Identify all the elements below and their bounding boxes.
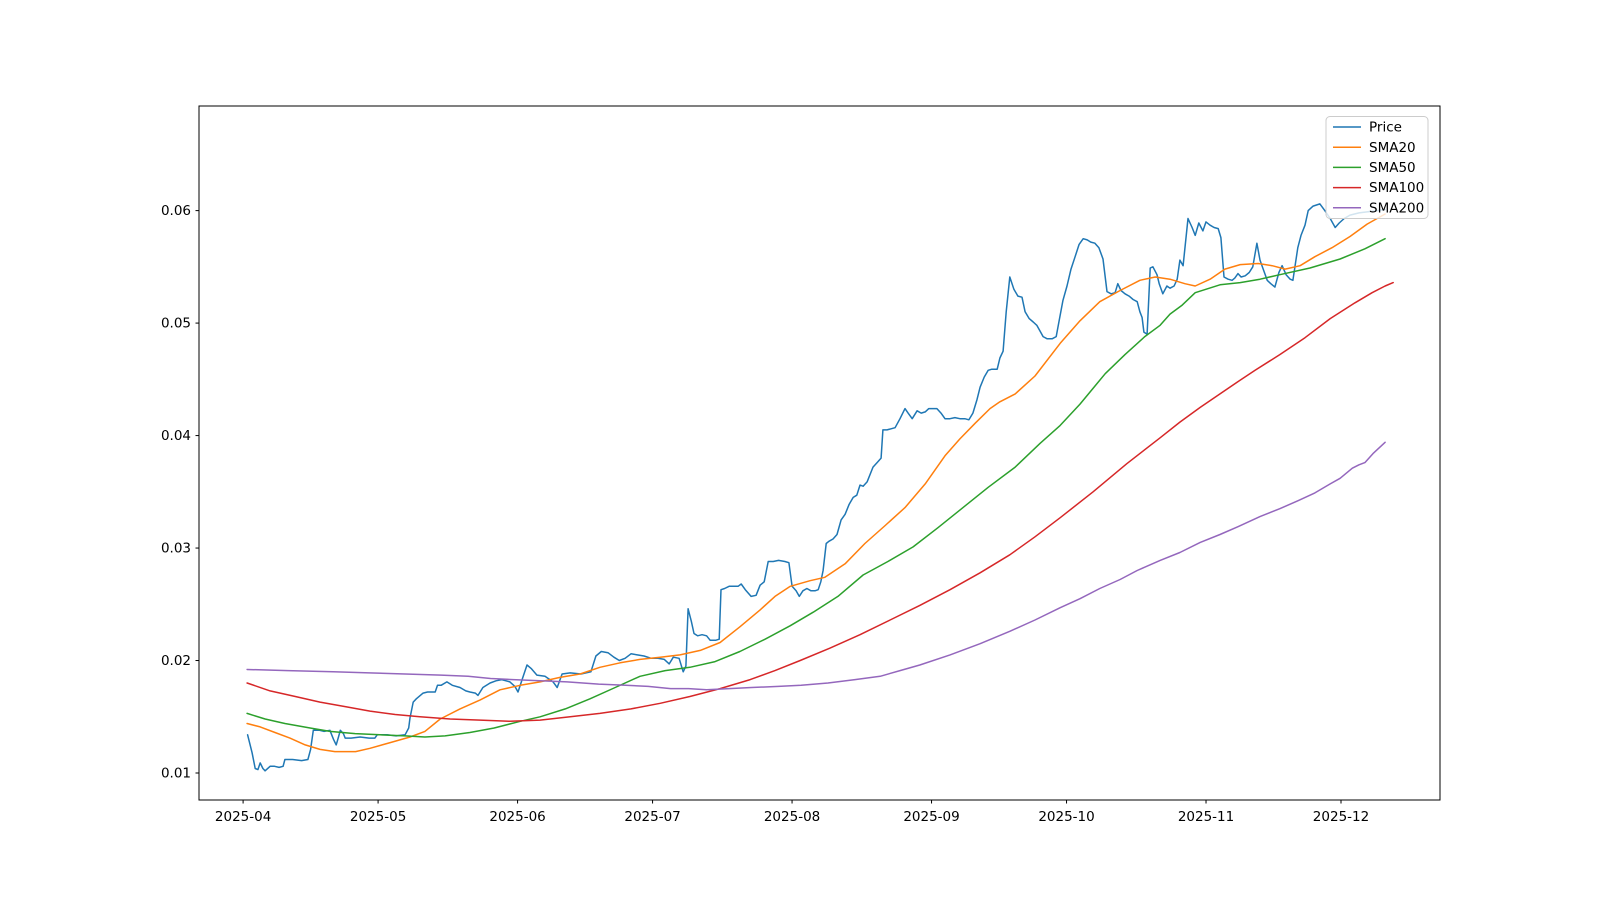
x-tick-label: 2025-08 [764,809,820,825]
series-line-sma200 [246,441,1386,691]
legend-box [1325,116,1429,219]
legend-label-sma100: SMA100 [1369,180,1424,196]
series-line-sma100 [246,281,1394,723]
y-tick-label: 0.04 [161,428,191,444]
y-tick-label: 0.02 [161,653,191,669]
legend-label-price: Price [1369,120,1402,136]
x-tick-label: 2025-04 [215,809,271,825]
legend-label-sma200: SMA200 [1369,200,1424,216]
series-line-sma20 [246,213,1386,753]
y-tick-label: 0.01 [161,766,191,782]
y-tick-label: 0.03 [161,541,191,557]
x-tick-label: 2025-10 [1038,809,1094,825]
x-axis: 2025-04 2025-05 2025-06 2025-07 2025-08 2025-… [215,800,1369,825]
x-tick-label: 2025-09 [903,809,959,825]
legend: Price SMA20 SMA50 SMA100 SMA200 [1325,116,1429,219]
y-tick-label: 0.05 [161,316,191,332]
x-tick-label: 2025-06 [489,809,545,825]
series-line-price [246,203,1386,772]
axes-frame [198,105,1441,801]
plot-series [246,203,1394,772]
x-tick-label: 2025-05 [350,809,406,825]
y-tick-label: 0.06 [161,203,191,219]
legend-label-sma50: SMA50 [1369,160,1416,176]
legend-label-sma20: SMA20 [1369,140,1416,156]
x-tick-label: 2025-07 [624,809,680,825]
series-line-sma50 [246,237,1386,738]
x-tick-label: 2025-12 [1313,809,1369,825]
x-tick-label: 2025-11 [1178,809,1234,825]
y-axis: 0.01 0.02 0.03 0.04 0.05 0.06 [161,203,199,782]
